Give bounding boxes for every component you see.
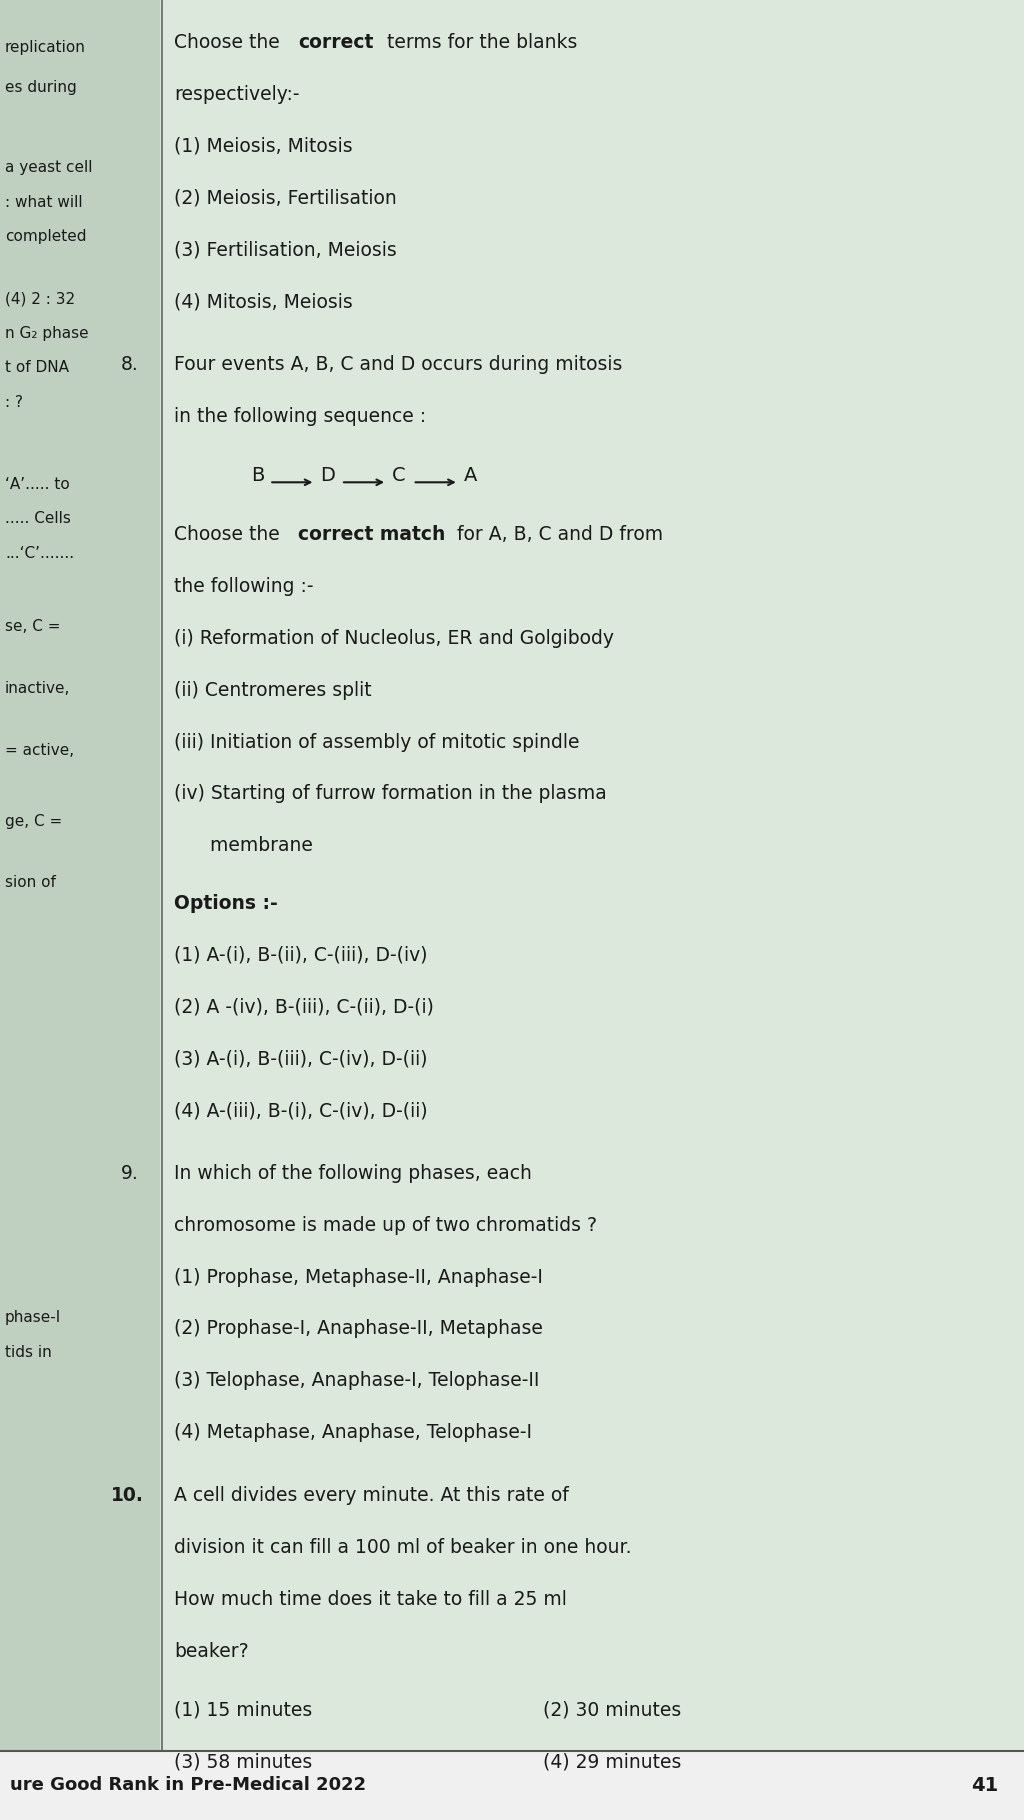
Text: se, C =: se, C = — [5, 619, 60, 633]
Text: (4) Mitosis, Meiosis: (4) Mitosis, Meiosis — [174, 291, 353, 311]
Text: (4) Metaphase, Anaphase, Telophase-I: (4) Metaphase, Anaphase, Telophase-I — [174, 1423, 532, 1441]
Bar — [0, 1751, 1024, 1820]
Text: (1) Meiosis, Mitosis: (1) Meiosis, Mitosis — [174, 136, 352, 155]
Text: respectively:-: respectively:- — [174, 84, 300, 104]
Text: (2) Prophase-I, Anaphase-II, Metaphase: (2) Prophase-I, Anaphase-II, Metaphase — [174, 1320, 543, 1338]
Text: (3) Telophase, Anaphase-I, Telophase-II: (3) Telophase, Anaphase-I, Telophase-II — [174, 1370, 540, 1390]
Text: tids in: tids in — [5, 1345, 52, 1360]
Text: correct match: correct match — [298, 524, 445, 544]
Text: (2) 30 minutes: (2) 30 minutes — [543, 1700, 681, 1720]
Text: ...‘C’.......: ...‘C’....... — [5, 546, 75, 561]
Text: (3) 58 minutes: (3) 58 minutes — [174, 1753, 312, 1771]
Text: (2) A -(iv), B-(iii), C-(ii), D-(i): (2) A -(iv), B-(iii), C-(ii), D-(i) — [174, 997, 434, 1016]
Text: A cell divides every minute. At this rate of: A cell divides every minute. At this rat… — [174, 1485, 568, 1505]
Text: B: B — [251, 466, 264, 484]
Text: (3) A-(i), B-(iii), C-(iv), D-(ii): (3) A-(i), B-(iii), C-(iv), D-(ii) — [174, 1048, 428, 1068]
Text: ure Good Rank in Pre-Medical 2022: ure Good Rank in Pre-Medical 2022 — [10, 1776, 367, 1795]
Text: (4) 2 : 32: (4) 2 : 32 — [5, 291, 75, 306]
Text: (4) A-(iii), B-(i), C-(iv), D-(ii): (4) A-(iii), B-(i), C-(iv), D-(ii) — [174, 1101, 428, 1119]
Text: = active,: = active, — [5, 743, 75, 757]
Text: 10.: 10. — [111, 1485, 143, 1505]
Text: inactive,: inactive, — [5, 681, 71, 695]
Text: (ii) Centromeres split: (ii) Centromeres split — [174, 681, 372, 699]
Text: beaker?: beaker? — [174, 1642, 249, 1660]
Text: a yeast cell: a yeast cell — [5, 160, 92, 175]
Text: for A, B, C and D from: for A, B, C and D from — [452, 524, 664, 544]
Text: membrane: membrane — [174, 835, 313, 855]
Text: the following :-: the following :- — [174, 577, 313, 595]
Text: : ?: : ? — [5, 395, 24, 410]
Text: C: C — [392, 466, 406, 484]
Text: chromosome is made up of two chromatids ?: chromosome is made up of two chromatids … — [174, 1216, 597, 1234]
Text: division it can fill a 100 ml of beaker in one hour.: division it can fill a 100 ml of beaker … — [174, 1538, 632, 1556]
Text: Four events A, B, C and D occurs during mitosis: Four events A, B, C and D occurs during … — [174, 355, 623, 373]
Text: D: D — [321, 466, 336, 484]
Text: replication: replication — [5, 40, 86, 55]
Text: sion of: sion of — [5, 875, 56, 890]
Text: (4) 29 minutes: (4) 29 minutes — [543, 1753, 681, 1771]
Text: 9.: 9. — [121, 1163, 138, 1183]
Text: How much time does it take to fill a 25 ml: How much time does it take to fill a 25 … — [174, 1589, 567, 1609]
Text: correct: correct — [298, 33, 373, 51]
Text: : what will: : what will — [5, 195, 83, 209]
Text: A: A — [464, 466, 477, 484]
Text: In which of the following phases, each: In which of the following phases, each — [174, 1163, 531, 1183]
Text: ..... Cells: ..... Cells — [5, 511, 71, 526]
Text: (iii) Initiation of assembly of mitotic spindle: (iii) Initiation of assembly of mitotic … — [174, 732, 580, 752]
Text: (1) Prophase, Metaphase-II, Anaphase-I: (1) Prophase, Metaphase-II, Anaphase-I — [174, 1267, 543, 1287]
Text: in the following sequence :: in the following sequence : — [174, 406, 426, 426]
Text: es during: es during — [5, 80, 77, 95]
Text: completed: completed — [5, 229, 87, 244]
Bar — [0, 0, 159, 1751]
Text: terms for the blanks: terms for the blanks — [381, 33, 577, 51]
Text: Choose the: Choose the — [174, 524, 286, 544]
Text: phase-I: phase-I — [5, 1310, 61, 1325]
Text: n G₂ phase: n G₂ phase — [5, 326, 89, 340]
Text: (3) Fertilisation, Meiosis: (3) Fertilisation, Meiosis — [174, 240, 397, 258]
Text: (iv) Starting of furrow formation in the plasma: (iv) Starting of furrow formation in the… — [174, 784, 607, 803]
Text: (1) 15 minutes: (1) 15 minutes — [174, 1700, 312, 1720]
Text: 41: 41 — [971, 1776, 998, 1795]
Text: t of DNA: t of DNA — [5, 360, 70, 375]
Text: (2) Meiosis, Fertilisation: (2) Meiosis, Fertilisation — [174, 187, 397, 207]
Text: 8.: 8. — [121, 355, 138, 373]
Text: Options :-: Options :- — [174, 894, 278, 912]
Text: Choose the: Choose the — [174, 33, 286, 51]
Text: (i) Reformation of Nucleolus, ER and Golgibody: (i) Reformation of Nucleolus, ER and Gol… — [174, 628, 614, 648]
Text: ‘A’..... to: ‘A’..... to — [5, 477, 70, 491]
Text: (1) A-(i), B-(ii), C-(iii), D-(iv): (1) A-(i), B-(ii), C-(iii), D-(iv) — [174, 945, 428, 965]
Text: ge, C =: ge, C = — [5, 814, 62, 828]
